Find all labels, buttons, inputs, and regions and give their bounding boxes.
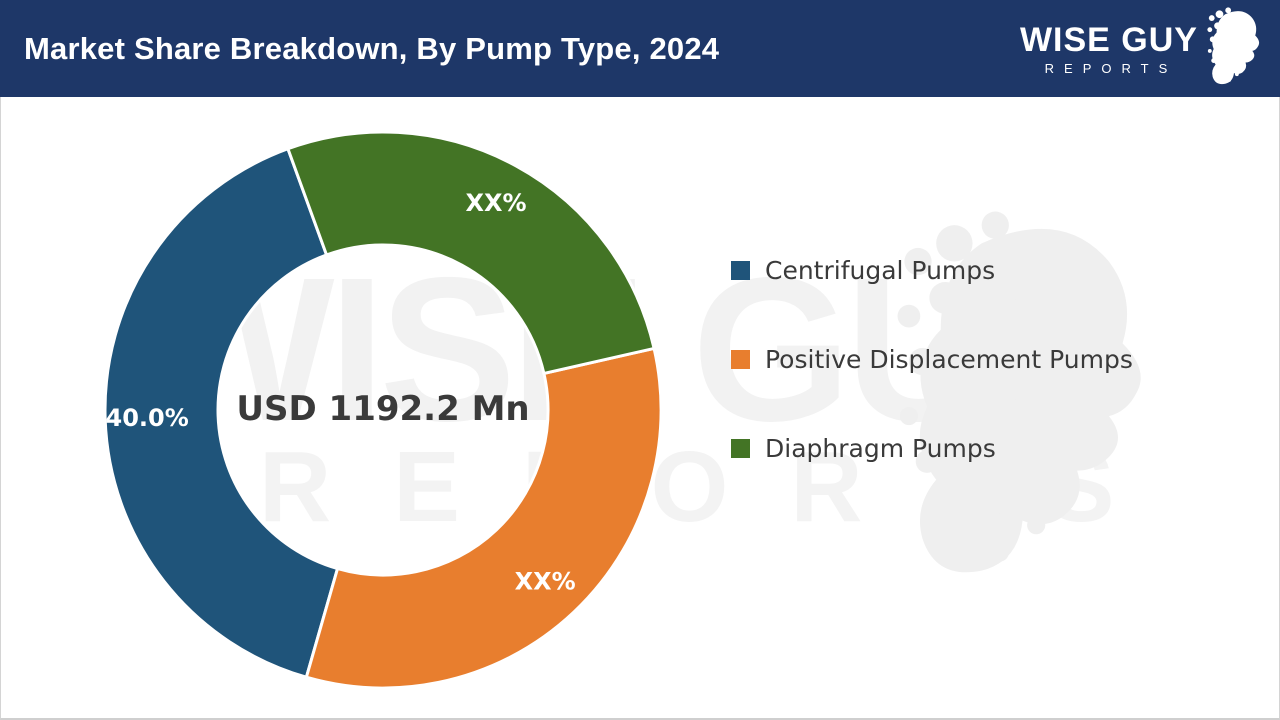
legend-label: Diaphragm Pumps <box>765 434 996 463</box>
legend-swatch <box>731 350 750 369</box>
logo-line1: WISE GUY <box>1019 20 1198 59</box>
slice-label: XX% <box>465 189 526 217</box>
header: Market Share Breakdown, By Pump Type, 20… <box>0 0 1280 97</box>
legend-item-positive-displacement-pumps: Positive Displacement Pumps <box>731 345 1133 374</box>
legend-item-diaphragm-pumps: Diaphragm Pumps <box>731 434 1133 463</box>
legend-swatch <box>731 439 750 458</box>
logo-line2: REPORTS <box>1044 60 1178 76</box>
page-title: Market Share Breakdown, By Pump Type, 20… <box>24 30 720 66</box>
legend-label: Centrifugal Pumps <box>765 256 996 285</box>
legend-item-centrifugal-pumps: Centrifugal Pumps <box>731 256 1133 285</box>
donut-chart: 40.0% XX% XX% <box>103 130 663 690</box>
logo-text: WISE GUY REPORTS <box>1020 23 1198 75</box>
legend-swatch <box>731 261 750 280</box>
legend: Centrifugal Pumps Positive Displacement P… <box>731 256 1133 463</box>
pie-slice-centrifugal-pumps <box>103 146 340 680</box>
logo-face-icon <box>1207 6 1260 84</box>
watermark-face-icon <box>897 211 1141 573</box>
pie-slice-positive-displacement-pumps <box>304 346 663 690</box>
legend-label: Positive Displacement Pumps <box>765 345 1133 374</box>
slice-label: 40.0% <box>106 404 189 432</box>
wise-guy-logo: WISE GUY REPORTS <box>1020 6 1262 92</box>
chart-area: WISE GUY REPORTS 40.0% XX% XX% USD 1192.2 … <box>0 97 1280 720</box>
pie-slice-diaphragm-pumps <box>285 130 656 376</box>
donut-center-value: USD 1192.2 Mn <box>236 389 530 429</box>
slice-label: XX% <box>515 567 576 595</box>
